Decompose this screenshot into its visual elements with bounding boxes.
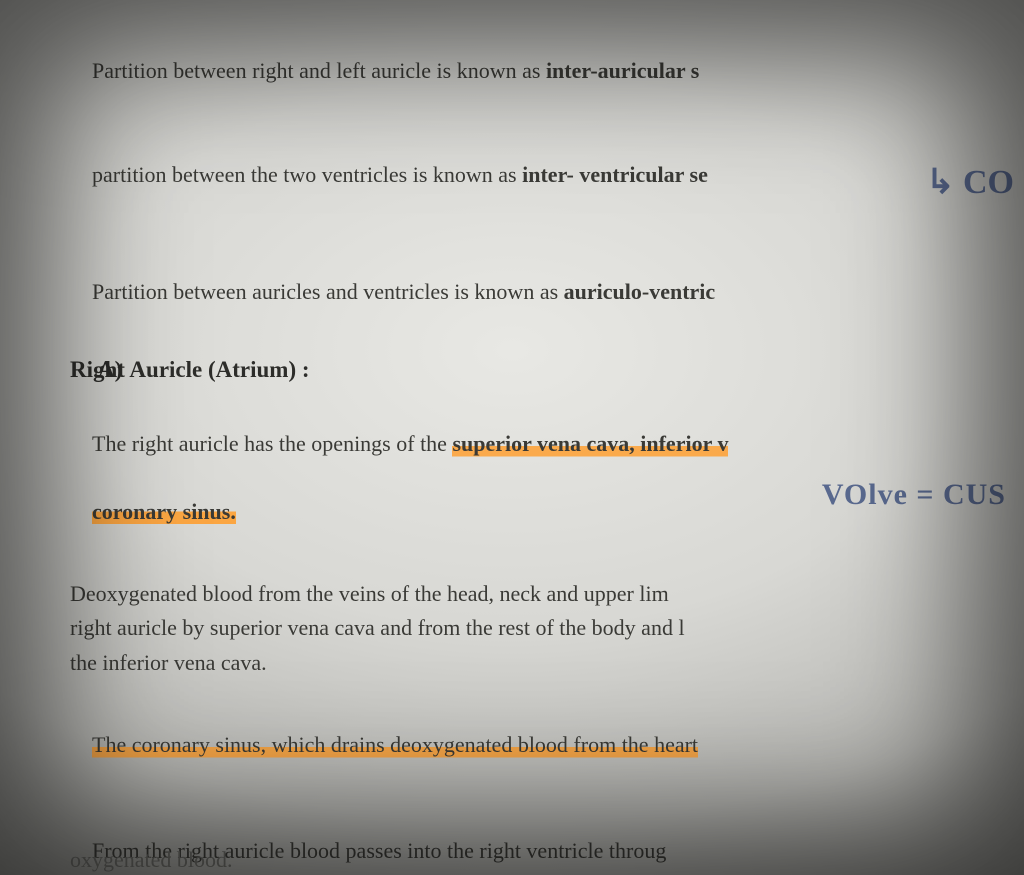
sectionA-p3: The coronary sinus, which drains deoxyge… — [70, 694, 1024, 796]
intro-line-2: partition between the two ventricles is … — [70, 124, 1024, 226]
heading-right-auricle: Right Auricle (Atrium) : — [70, 357, 1024, 383]
intro-l2a: partition between the two ventricles is … — [92, 162, 522, 187]
cutoff-text: oxygenated blood. — [70, 847, 233, 873]
intro-line-1: Partition between right and left auricle… — [70, 20, 1024, 122]
bullet-a: A) — [98, 357, 122, 383]
intro-l3a: Partition between auricles and ventricle… — [92, 279, 564, 304]
sa-p1c: coronary sinus. — [92, 499, 236, 524]
section-a-heading-row: A) Right Auricle (Atrium) : — [70, 357, 1024, 383]
sa-p1a: The right auricle has the openings of th… — [92, 431, 452, 456]
handwriting-arrow-co: ↳ CO — [926, 162, 1014, 202]
intro-l3b: auriculo-ventric — [564, 279, 716, 304]
handwriting-valve: VOlve = CUS — [822, 478, 1006, 512]
sa-p1b: superior vena cava, inferior v — [452, 431, 728, 458]
intro-l1b: inter-auricular s — [546, 58, 699, 83]
sa-p3-text: The coronary sinus, which drains deoxyge… — [92, 732, 698, 759]
intro-l1a: Partition between right and left auricle… — [92, 58, 546, 83]
document-page: Partition between right and left auricle… — [0, 0, 1024, 875]
intro-l2b: inter- ventricular se — [522, 162, 708, 187]
intro-line-3: Partition between auricles and ventricle… — [70, 241, 1024, 343]
sectionA-p2: Deoxygenated blood from the veins of the… — [70, 577, 1024, 679]
